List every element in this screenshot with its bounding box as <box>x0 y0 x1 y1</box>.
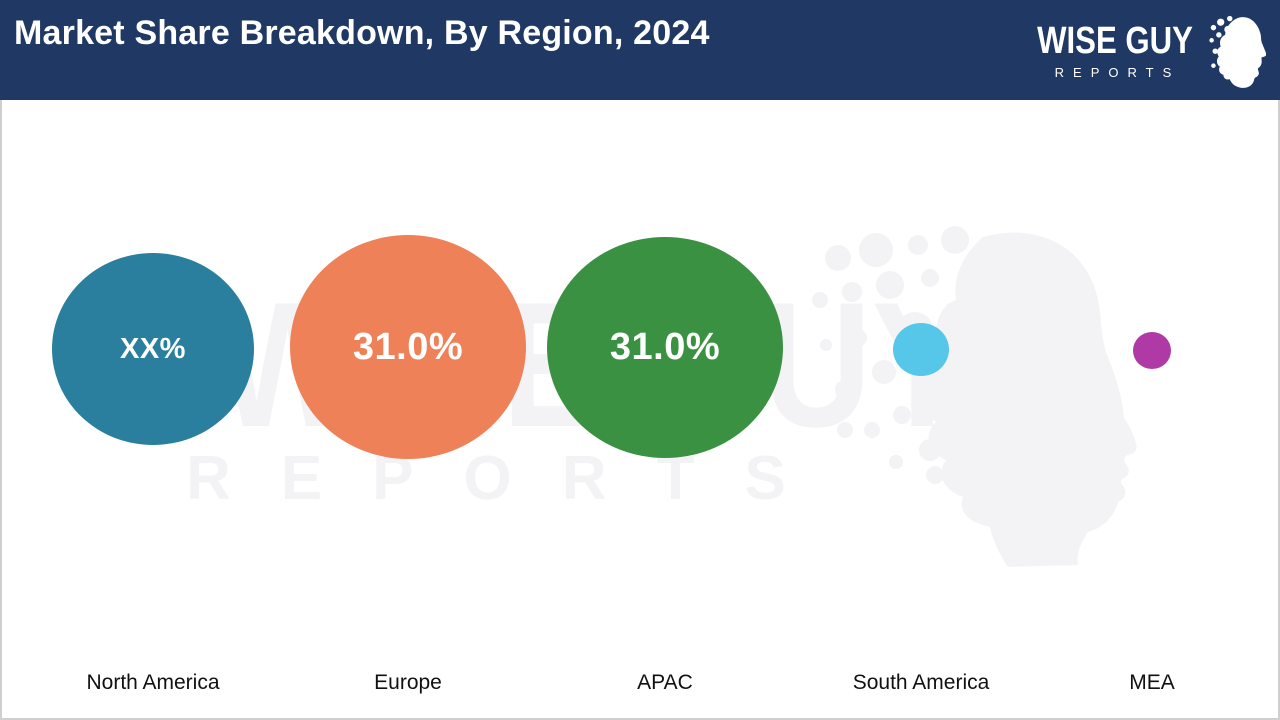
category-label-europe: Europe <box>374 671 442 694</box>
header: Market Share Breakdown, By Region, 2024 … <box>0 0 1280 100</box>
logo-wordmark-block: WISE GUY REPORTS <box>1020 22 1210 80</box>
bubble-europe: 31.0% <box>290 235 526 459</box>
logo-head-icon <box>1209 15 1266 88</box>
bubble-north-america: XX% <box>52 253 254 445</box>
logo-wordmark: WISE GUY <box>1037 20 1193 62</box>
bubble-value-label: XX% <box>120 332 186 365</box>
category-label-mea: MEA <box>1129 671 1175 694</box>
page-title: Market Share Breakdown, By Region, 2024 <box>14 14 710 52</box>
bubble-value-label: 31.0% <box>352 326 464 368</box>
logo-subtext: REPORTS <box>1054 65 1181 80</box>
category-label-apac: APAC <box>637 671 693 694</box>
bubble-south-america <box>893 322 949 376</box>
bubble-value-label: 31.0% <box>609 326 721 368</box>
bubble-apac: 31.0% <box>547 236 783 458</box>
wise-guy-logo: WISE GUY REPORTS <box>1020 12 1266 92</box>
bubble-mea <box>1133 331 1171 369</box>
category-label-north-america: North America <box>86 671 220 694</box>
category-label-south-america: South America <box>852 671 990 694</box>
